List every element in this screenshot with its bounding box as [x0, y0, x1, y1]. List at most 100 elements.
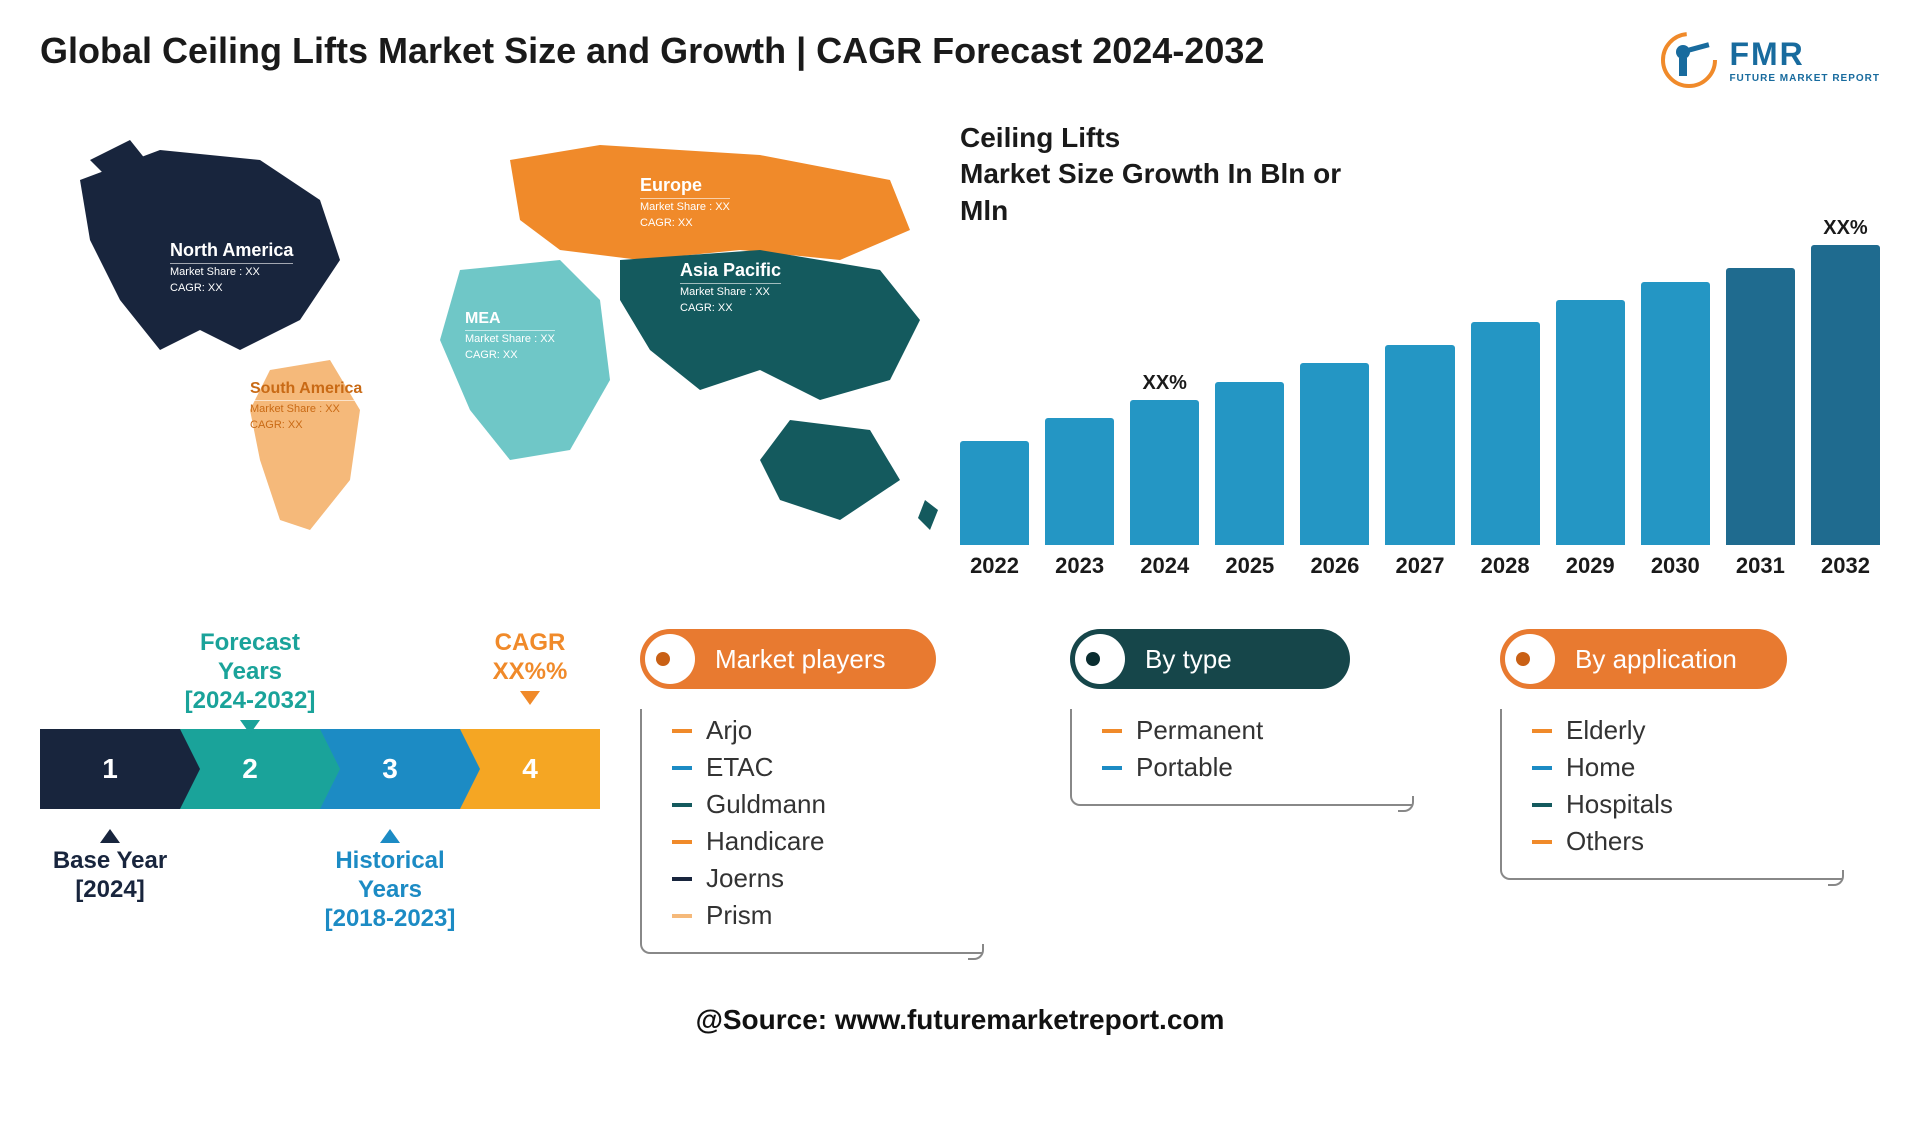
category-section: By application Elderly Home Hospitals Other…: [1500, 629, 1880, 954]
category-item: Prism: [672, 900, 982, 931]
tick-icon: [672, 766, 692, 770]
region-label: North America Market Share : XX CAGR: XX: [170, 240, 293, 294]
category-list: Permanent Portable: [1070, 709, 1412, 806]
world-map: North America Market Share : XX CAGR: XX…: [40, 120, 940, 540]
bar-wrap: 2027: [1385, 345, 1454, 579]
bar-wrap: XX% 2024: [1130, 400, 1199, 579]
category-section: By type Permanent Portable: [1070, 629, 1450, 954]
bar-top-label: XX%: [1143, 372, 1187, 395]
category-item-label: Arjo: [706, 715, 752, 746]
tick-icon: [672, 914, 692, 918]
bar-year-label: 2023: [1055, 553, 1104, 579]
bar-wrap: XX% 2032: [1811, 245, 1880, 579]
category-list: Elderly Home Hospitals Others: [1500, 709, 1842, 880]
bar-year-label: 2026: [1310, 553, 1359, 579]
category-item: Elderly: [1532, 715, 1842, 746]
bar-year-label: 2027: [1396, 553, 1445, 579]
bar-chart-section: Ceiling LiftsMarket Size Growth In Bln o…: [960, 120, 1880, 579]
category-item-label: Elderly: [1566, 715, 1645, 746]
bar: [1215, 382, 1284, 546]
category-item-label: Guldmann: [706, 789, 826, 820]
bar-wrap: 2030: [1641, 282, 1710, 580]
tick-icon: [1102, 729, 1122, 733]
bar: [1471, 322, 1540, 545]
header: Global Ceiling Lifts Market Size and Gro…: [40, 30, 1880, 90]
tick-icon: [1532, 729, 1552, 733]
bar-wrap: 2029: [1556, 300, 1625, 579]
tick-icon: [672, 803, 692, 807]
category-item: Home: [1532, 752, 1842, 783]
category-item-label: ETAC: [706, 752, 773, 783]
bar-year-label: 2024: [1140, 553, 1189, 579]
timeline-callout: CAGRXX%%: [450, 629, 610, 705]
category-item: Hospitals: [1532, 789, 1842, 820]
category-pill: By application: [1500, 629, 1787, 689]
bar-chart: 2022 2023 XX% 2024 2025 2026 2027 2028 20…: [960, 239, 1880, 579]
category-item: Permanent: [1102, 715, 1412, 746]
bar-wrap: 2031: [1726, 268, 1795, 579]
fmr-logo-icon: [1659, 30, 1719, 90]
tick-icon: [1532, 766, 1552, 770]
category-item: Arjo: [672, 715, 982, 746]
logo: FMR FUTURE MARKET REPORT: [1659, 30, 1880, 90]
chart-title: Ceiling LiftsMarket Size Growth In Bln o…: [960, 120, 1360, 229]
bar-year-label: 2022: [970, 553, 1019, 579]
timeline-segment: 4: [460, 729, 600, 809]
category-title: By application: [1575, 644, 1737, 675]
bar: [1300, 363, 1369, 545]
tick-icon: [672, 729, 692, 733]
bar: [1130, 400, 1199, 545]
tick-icon: [1532, 803, 1552, 807]
page-title: Global Ceiling Lifts Market Size and Gro…: [40, 30, 1264, 72]
category-item-label: Prism: [706, 900, 772, 931]
tick-icon: [1532, 840, 1552, 844]
bar: [1045, 418, 1114, 545]
logo-text-sub: FUTURE MARKET REPORT: [1729, 73, 1880, 84]
bar: [960, 441, 1029, 546]
category-pill: By type: [1070, 629, 1350, 689]
bar-year-label: 2032: [1821, 553, 1870, 579]
bar-wrap: 2028: [1471, 322, 1540, 579]
timeline-segment: 2: [180, 729, 320, 809]
category-item-label: Others: [1566, 826, 1644, 857]
bar-year-label: 2029: [1566, 553, 1615, 579]
tick-icon: [1102, 766, 1122, 770]
bar-year-label: 2028: [1481, 553, 1530, 579]
bar-top-label: XX%: [1823, 217, 1867, 240]
category-pill: Market players: [640, 629, 936, 689]
region-label: Asia Pacific Market Share : XX CAGR: XX: [680, 260, 781, 314]
category-item: ETAC: [672, 752, 982, 783]
bar-wrap: 2023: [1045, 418, 1114, 579]
tick-icon: [672, 840, 692, 844]
bar-year-label: 2031: [1736, 553, 1785, 579]
bar: [1556, 300, 1625, 545]
timeline-segment: 1: [40, 729, 180, 809]
timeline-callout: Base Year[2024]: [30, 829, 190, 905]
bar-wrap: 2026: [1300, 363, 1369, 579]
bar: [1385, 345, 1454, 545]
categories-row: Market players Arjo ETAC Guldmann Handicare…: [640, 629, 1880, 954]
category-list: Arjo ETAC Guldmann Handicare Joerns Prism: [640, 709, 982, 954]
logo-text-main: FMR: [1729, 36, 1880, 73]
bar: [1811, 245, 1880, 545]
category-title: By type: [1145, 644, 1232, 675]
timeline-callout: Forecast Years[2024-2032]: [170, 629, 330, 733]
category-item: Others: [1532, 826, 1842, 857]
category-section: Market players Arjo ETAC Guldmann Handicare…: [640, 629, 1020, 954]
bar-year-label: 2030: [1651, 553, 1700, 579]
region-label: Europe Market Share : XX CAGR: XX: [640, 175, 730, 229]
category-title: Market players: [715, 644, 886, 675]
timeline-segment: 3: [320, 729, 460, 809]
bar-wrap: 2025: [1215, 382, 1284, 580]
pill-dot-icon: [645, 634, 695, 684]
bar-wrap: 2022: [960, 441, 1029, 580]
category-item: Handicare: [672, 826, 982, 857]
timeline: 1234 Forecast Years[2024-2032]CAGRXX%%Ba…: [40, 629, 600, 909]
bar: [1726, 268, 1795, 545]
timeline-callout: Historical Years[2018-2023]: [310, 829, 470, 933]
bar: [1641, 282, 1710, 546]
category-item-label: Hospitals: [1566, 789, 1673, 820]
category-item-label: Portable: [1136, 752, 1233, 783]
region-label: South America Market Share : XX CAGR: XX: [250, 380, 362, 431]
category-item-label: Joerns: [706, 863, 784, 894]
